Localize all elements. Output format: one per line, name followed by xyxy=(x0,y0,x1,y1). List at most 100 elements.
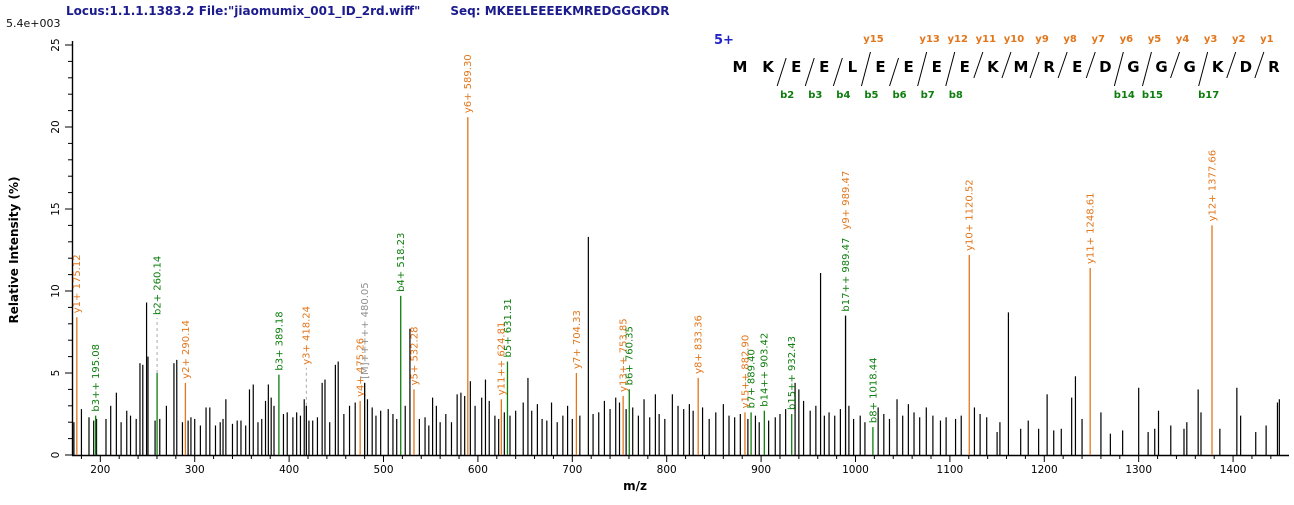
peak-label: b8+ 1018.44 xyxy=(868,357,879,423)
y-ion-label: y10 xyxy=(1004,34,1024,45)
residue-letter: K xyxy=(987,58,1000,76)
peak-label: b3++ 195.08 xyxy=(91,344,102,412)
x-tick-label: 800 xyxy=(657,464,677,476)
y-ion-label: y12 xyxy=(948,34,968,45)
peak-label: y4+ 475.26 xyxy=(356,338,367,397)
residue-letter: G xyxy=(1183,58,1195,76)
cleavage-mark xyxy=(973,51,984,79)
cleavage-mark xyxy=(1141,51,1152,87)
y-tick-label: 10 xyxy=(50,284,62,297)
cleavage-mark xyxy=(1254,51,1265,79)
cleavage-mark xyxy=(1085,51,1096,79)
seq-value: MKEELEEEEKMREDGGGKDR xyxy=(484,4,670,18)
peak-label: b15++ 932.43 xyxy=(787,336,798,410)
y-tick-label: 0 xyxy=(50,452,62,459)
x-tick-label: 1100 xyxy=(937,464,964,476)
x-tick-label: 1300 xyxy=(1125,464,1152,476)
peak-label: y12+ 1377.66 xyxy=(1207,150,1218,222)
y-ion-label: y8 xyxy=(1063,34,1077,45)
residue-letter: R xyxy=(1043,58,1055,76)
cleavage-mark xyxy=(1001,51,1012,79)
peak-label: b7+ 889.40 xyxy=(746,349,757,408)
peak-label: [M]+++++ 480.05 xyxy=(360,282,371,379)
cleavage-mark xyxy=(1057,51,1068,79)
residue-letter: G xyxy=(1127,58,1139,76)
peak-label: y10+ 1120.52 xyxy=(965,179,976,251)
y-ion-label: y15 xyxy=(863,34,883,45)
b-ion-label: b14 xyxy=(1114,90,1135,101)
x-tick-label: 600 xyxy=(468,464,488,476)
peak-label: y15++ 882.90 xyxy=(740,335,751,409)
y-axis-title: Relative Intensity (%) xyxy=(7,177,21,324)
x-tick-label: 1000 xyxy=(842,464,869,476)
cleavage-mark xyxy=(1029,51,1040,79)
cleavage-mark xyxy=(945,51,956,87)
x-tick-label: 200 xyxy=(90,464,110,476)
cleavage-mark xyxy=(889,57,900,87)
y-tick-label: 25 xyxy=(50,38,62,51)
y-ion-label: y7 xyxy=(1092,34,1106,45)
peak-label: b17++ 989.47 xyxy=(841,238,852,312)
peak-label: y5+ 532.28 xyxy=(409,327,420,386)
residue-letter: E xyxy=(875,58,885,76)
residue-letter: G xyxy=(1155,58,1167,76)
x-tick-label: 300 xyxy=(185,464,205,476)
x-tick-label: 1400 xyxy=(1220,464,1247,476)
residue-letter: R xyxy=(1268,58,1280,76)
residue-letter: E xyxy=(791,58,801,76)
peak-label: y11++ 624.81 xyxy=(497,322,508,396)
annotated-peaks: y1+ 175.12 b3++ 195.08 b2+ 260.14 y2+ 290.1… xyxy=(72,54,1218,455)
cleavage-mark xyxy=(917,51,928,87)
y-ion-label: y9 xyxy=(1035,34,1049,45)
cleavage-mark xyxy=(1226,51,1237,79)
y-tick-label: 15 xyxy=(50,202,62,215)
peak-label: y9+ 989.47 xyxy=(841,171,852,230)
y-ion-label: y11 xyxy=(976,34,996,45)
y-tick-label: 20 xyxy=(50,120,62,133)
precursor-charge: 5+ xyxy=(714,33,734,48)
seq-label: Seq: xyxy=(450,4,481,18)
b-ion-label: b3 xyxy=(808,90,822,101)
residue-letter: E xyxy=(819,58,829,76)
residue-letter: M xyxy=(733,58,748,76)
b-ion-label: b15 xyxy=(1142,90,1163,101)
locus-file-text: Locus:1.1.1.1383.2 File:"jiaomumix_001_I… xyxy=(66,4,421,18)
y-ion-label: y4 xyxy=(1176,34,1190,45)
y-tick-label: 5 xyxy=(50,370,62,377)
cleavage-mark xyxy=(776,57,787,87)
peak-label: b4+ 518.23 xyxy=(396,233,407,292)
y-ion-label: y13 xyxy=(919,34,939,45)
peak-label: y11+ 1248.61 xyxy=(1086,192,1097,264)
peak-label: y2+ 290.14 xyxy=(181,320,192,379)
peak-label: b14++ 903.42 xyxy=(760,333,771,407)
cleavage-mark xyxy=(804,57,815,87)
y-ion-label: y2 xyxy=(1232,34,1246,45)
residue-letter: K xyxy=(1212,58,1225,76)
x-tick-label: 700 xyxy=(562,464,582,476)
intensity-scale-factor: 5.4e+003 xyxy=(6,17,61,30)
cleavage-mark xyxy=(1170,51,1181,79)
x-tick-label: 1200 xyxy=(1031,464,1058,476)
residue-letter: M xyxy=(1014,58,1029,76)
cleavage-mark xyxy=(860,51,871,87)
cleavage-mark xyxy=(1113,51,1124,87)
peak-label: y6+ 589.30 xyxy=(463,54,474,113)
residue-letter: E xyxy=(903,58,913,76)
b-ion-label: b7 xyxy=(921,90,935,101)
y-ion-label: y3 xyxy=(1204,34,1218,45)
peak-label: y3+ 418.24 xyxy=(302,306,313,365)
x-axis-title: m/z xyxy=(623,479,647,493)
b-ion-label: b6 xyxy=(892,90,906,101)
residue-letter: E xyxy=(1072,58,1082,76)
peak-label: y8+ 833.36 xyxy=(694,315,705,374)
residue-letter: K xyxy=(762,58,775,76)
peak-label: y1+ 175.12 xyxy=(72,254,83,313)
cleavage-mark xyxy=(1198,51,1209,87)
x-tick-label: 500 xyxy=(373,464,393,476)
b-ion-label: b4 xyxy=(836,90,850,101)
b-ion-label: b2 xyxy=(780,90,794,101)
peak-label: b6+ 760.35 xyxy=(625,326,636,385)
b-ion-label: b8 xyxy=(949,90,963,101)
